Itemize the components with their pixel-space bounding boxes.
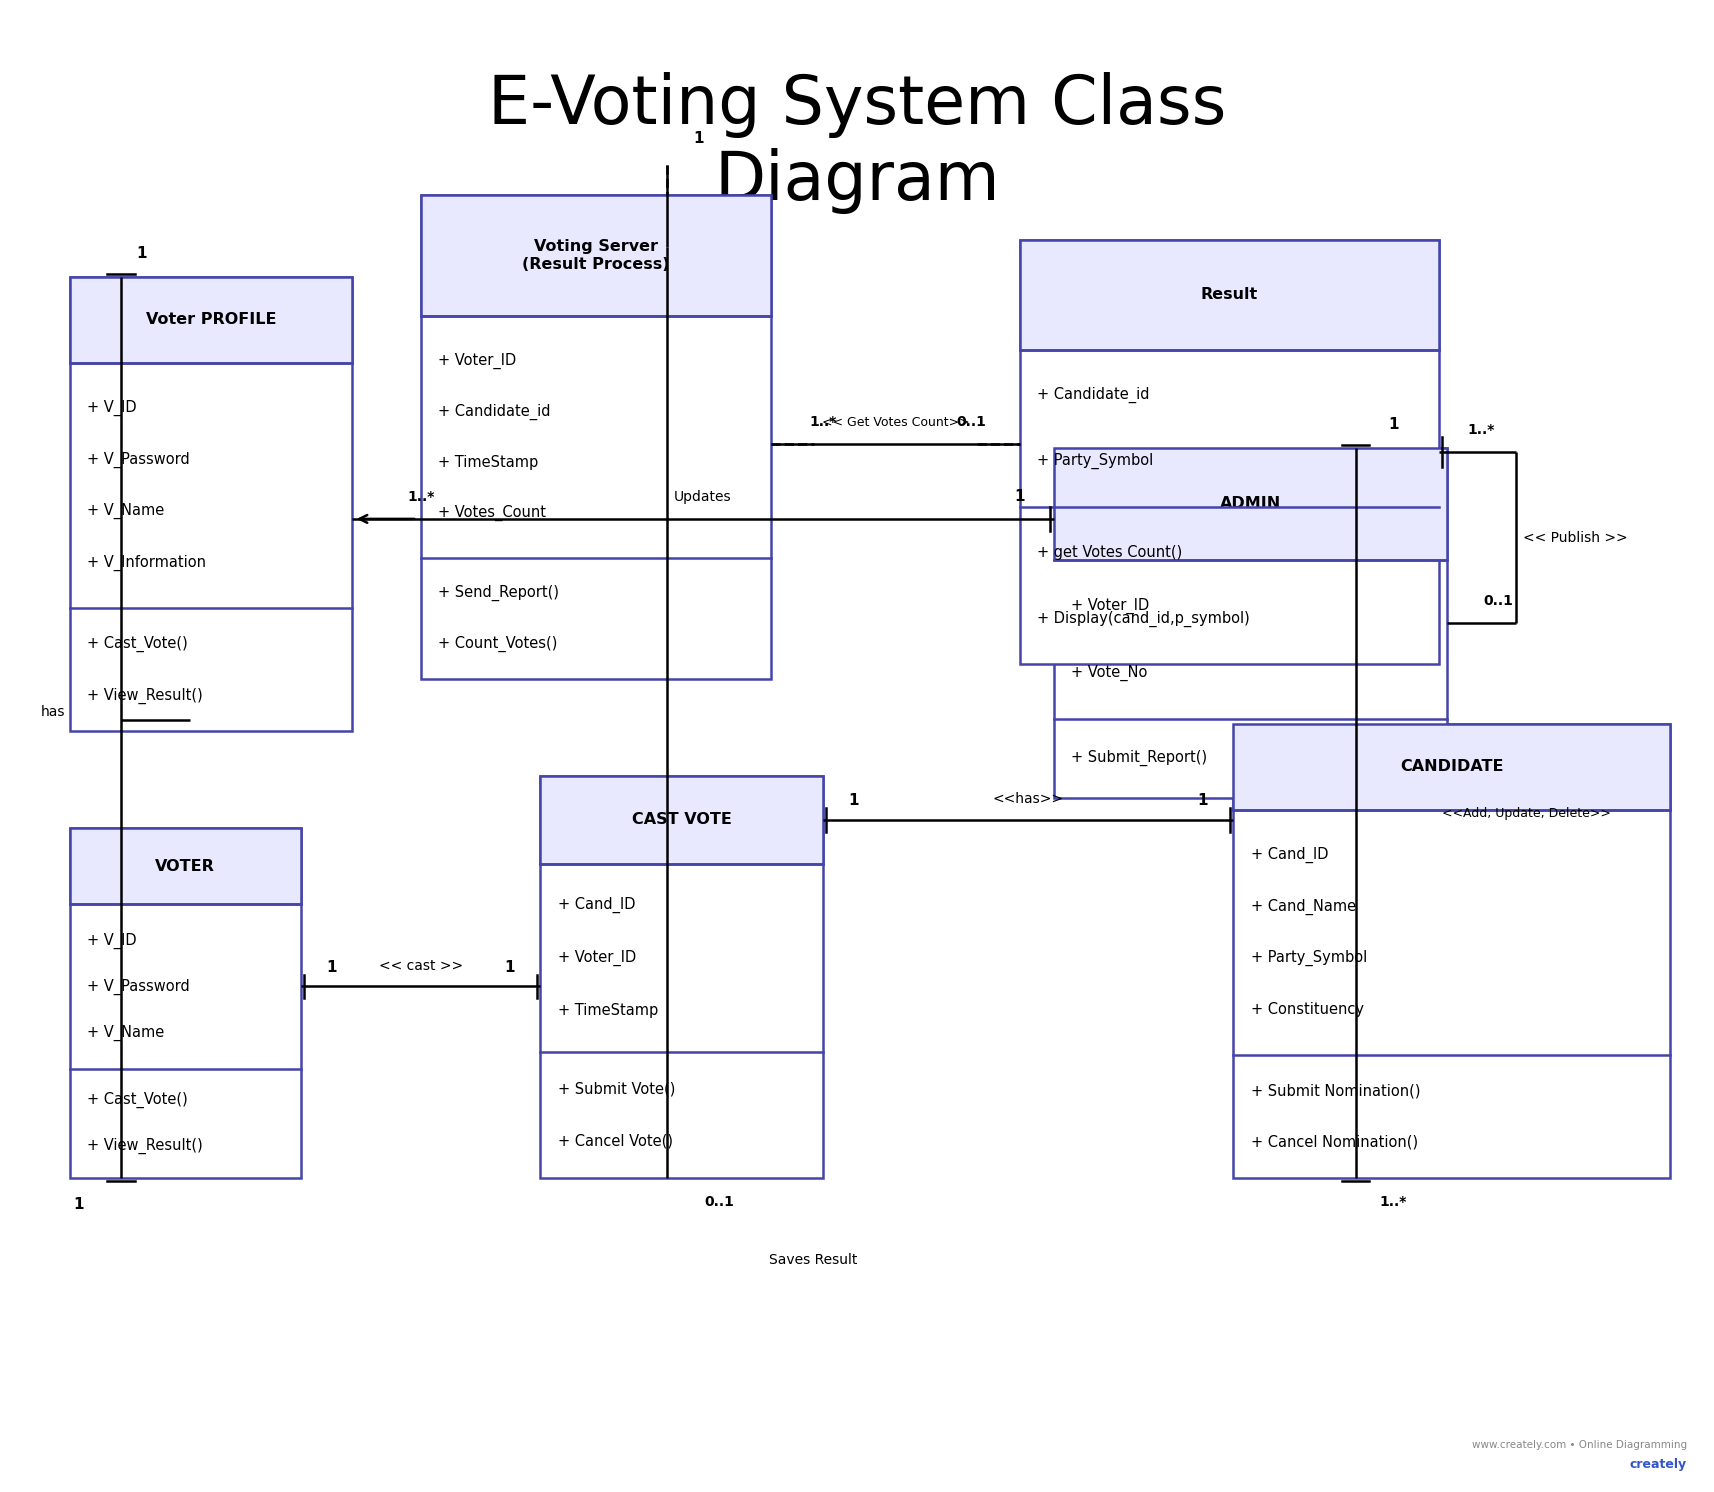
Text: << Get Votes Count>>: << Get Votes Count>> <box>821 416 970 428</box>
Text: + V_Password: + V_Password <box>87 452 190 468</box>
Bar <box>420 195 771 679</box>
Text: << Publish >>: << Publish >> <box>1524 531 1628 545</box>
Bar <box>1020 240 1438 349</box>
Text: has: has <box>41 706 65 719</box>
Text: 0..1: 0..1 <box>704 1195 734 1209</box>
Text: 1..*: 1..* <box>1380 1195 1407 1209</box>
Text: + get Votes Count(): + get Votes Count() <box>1037 545 1183 560</box>
Text: VOTER: VOTER <box>156 859 216 874</box>
Text: + Constituency: + Constituency <box>1251 1003 1364 1018</box>
Text: Saves Result: Saves Result <box>770 1253 857 1267</box>
Bar <box>70 278 351 363</box>
Text: + Candidate_id: + Candidate_id <box>1037 388 1148 403</box>
Text: 1: 1 <box>137 246 147 261</box>
Text: 1: 1 <box>692 131 703 146</box>
Text: + Voter_ID: + Voter_ID <box>557 950 636 967</box>
Text: www.creately.com • Online Diagramming: www.creately.com • Online Diagramming <box>1472 1440 1687 1450</box>
Text: + Voter_ID: + Voter_ID <box>1071 597 1148 613</box>
Text: + V_ID: + V_ID <box>87 932 137 949</box>
Text: + Cand_ID: + Cand_ID <box>557 897 634 913</box>
Text: + Voter_ID: + Voter_ID <box>437 352 516 369</box>
Text: 1..*: 1..* <box>809 415 836 430</box>
Text: + Party_Symbol: + Party_Symbol <box>1251 950 1366 967</box>
Text: E-Voting System Class
Diagram: E-Voting System Class Diagram <box>488 72 1226 213</box>
Text: + TimeStamp: + TimeStamp <box>557 1003 658 1018</box>
Text: + V_Password: + V_Password <box>87 979 190 995</box>
Text: 0..1: 0..1 <box>1484 594 1513 607</box>
Text: + Cast_Vote(): + Cast_Vote() <box>87 636 189 652</box>
Text: ADMIN: ADMIN <box>1220 497 1280 512</box>
Bar <box>70 278 351 731</box>
Text: 1..*: 1..* <box>406 489 434 504</box>
Bar <box>1020 240 1438 664</box>
Bar <box>540 776 823 1177</box>
Text: + TimeStamp: + TimeStamp <box>437 455 538 470</box>
Text: 1: 1 <box>74 1197 84 1212</box>
Text: CAST VOTE: CAST VOTE <box>632 812 732 827</box>
Text: + V_Name: + V_Name <box>87 1025 165 1040</box>
Text: 1: 1 <box>326 959 338 974</box>
Text: + Submit Vote(): + Submit Vote() <box>557 1082 675 1097</box>
Text: Result: Result <box>1200 286 1258 303</box>
Text: Voting Server
(Result Process): Voting Server (Result Process) <box>523 239 670 272</box>
Bar <box>70 828 302 904</box>
Text: 0..1: 0..1 <box>956 415 987 430</box>
Text: + Cast_Vote(): + Cast_Vote() <box>87 1092 189 1109</box>
Text: + Cand_ID: + Cand_ID <box>1251 847 1328 862</box>
Text: + View_Result(): + View_Result() <box>87 688 202 704</box>
Text: creately: creately <box>1630 1458 1687 1471</box>
Text: + View_Result(): + View_Result() <box>87 1138 202 1155</box>
Bar <box>1054 448 1447 560</box>
Text: + V_ID: + V_ID <box>87 400 137 416</box>
Text: + V_Name: + V_Name <box>87 503 165 519</box>
Text: 1: 1 <box>848 792 859 807</box>
Text: 1: 1 <box>504 959 514 974</box>
Bar <box>1054 448 1447 798</box>
Text: + Votes_Count: + Votes_Count <box>437 506 545 521</box>
Bar <box>540 776 823 864</box>
Text: <<has>>: <<has>> <box>992 792 1064 806</box>
Text: + Submit_Report(): + Submit_Report() <box>1071 750 1207 767</box>
Text: + Display(cand_id,p_symbol): + Display(cand_id,p_symbol) <box>1037 610 1250 627</box>
Text: <<Add, Update, Delete>>: <<Add, Update, Delete>> <box>1443 807 1611 819</box>
Text: Voter PROFILE: Voter PROFILE <box>146 312 276 327</box>
Text: Updates: Updates <box>674 489 732 504</box>
Bar <box>1234 724 1669 1177</box>
Bar <box>1234 724 1669 810</box>
Text: 1: 1 <box>1198 792 1208 807</box>
Text: + Submit Nomination(): + Submit Nomination() <box>1251 1083 1421 1098</box>
Text: 1: 1 <box>1015 489 1025 504</box>
Text: + Cancel Nomination(): + Cancel Nomination() <box>1251 1135 1417 1150</box>
Text: + Cand_Name: + Cand_Name <box>1251 898 1356 915</box>
Text: 1..*: 1..* <box>1467 422 1495 437</box>
Text: + Vote_No: + Vote_No <box>1071 664 1147 680</box>
Text: CANDIDATE: CANDIDATE <box>1400 759 1503 774</box>
Text: 1: 1 <box>1388 416 1399 431</box>
Text: << cast >>: << cast >> <box>379 959 463 973</box>
Text: + Party_Symbol: + Party_Symbol <box>1037 454 1154 470</box>
Text: + Candidate_id: + Candidate_id <box>437 403 550 419</box>
Text: + Count_Votes(): + Count_Votes() <box>437 636 557 652</box>
Text: + Send_Report(): + Send_Report() <box>437 585 559 601</box>
Bar <box>70 828 302 1177</box>
Text: + V_Information: + V_Information <box>87 555 206 571</box>
Bar <box>420 195 771 316</box>
Text: + Cancel Vote(): + Cancel Vote() <box>557 1134 672 1149</box>
